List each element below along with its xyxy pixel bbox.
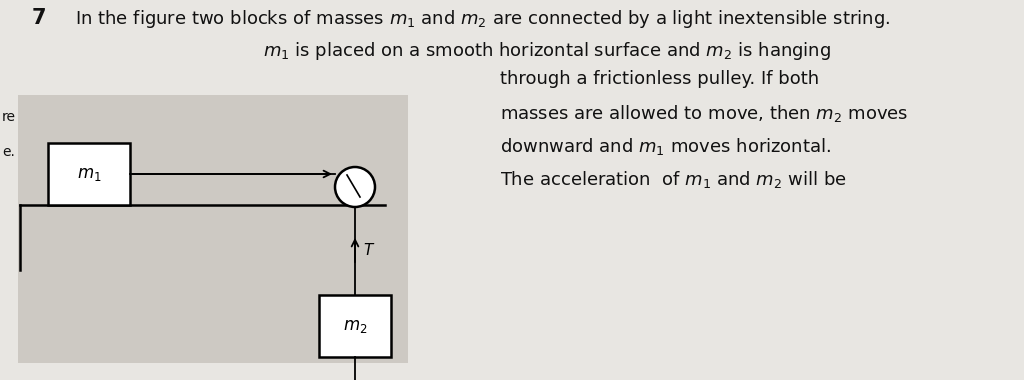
- Text: re: re: [2, 110, 16, 124]
- Text: downward and $m_1$ moves horizontal.: downward and $m_1$ moves horizontal.: [500, 136, 831, 157]
- Text: $m_2$: $m_2$: [343, 317, 368, 335]
- Bar: [18, 95, 408, 363]
- Text: through a frictionless pulley. If both: through a frictionless pulley. If both: [500, 70, 819, 88]
- Circle shape: [335, 167, 375, 207]
- Text: The acceleration  of $m_1$ and $m_2$ will be: The acceleration of $m_1$ and $m_2$ will…: [500, 169, 847, 190]
- Text: $T$: $T$: [362, 242, 376, 258]
- Bar: [319, 295, 391, 357]
- Bar: [48, 143, 130, 205]
- Text: In the figure two blocks of masses $m_1$ and $m_2$ are connected by a light inex: In the figure two blocks of masses $m_1$…: [75, 8, 890, 30]
- Text: $m_1$: $m_1$: [77, 165, 101, 183]
- Text: 7: 7: [32, 8, 46, 28]
- Text: masses are allowed to move, then $m_2$ moves: masses are allowed to move, then $m_2$ m…: [500, 103, 908, 124]
- Text: e.: e.: [2, 145, 15, 159]
- Text: $m_1$ is placed on a smooth horizontal surface and $m_2$ is hanging: $m_1$ is placed on a smooth horizontal s…: [263, 40, 831, 62]
